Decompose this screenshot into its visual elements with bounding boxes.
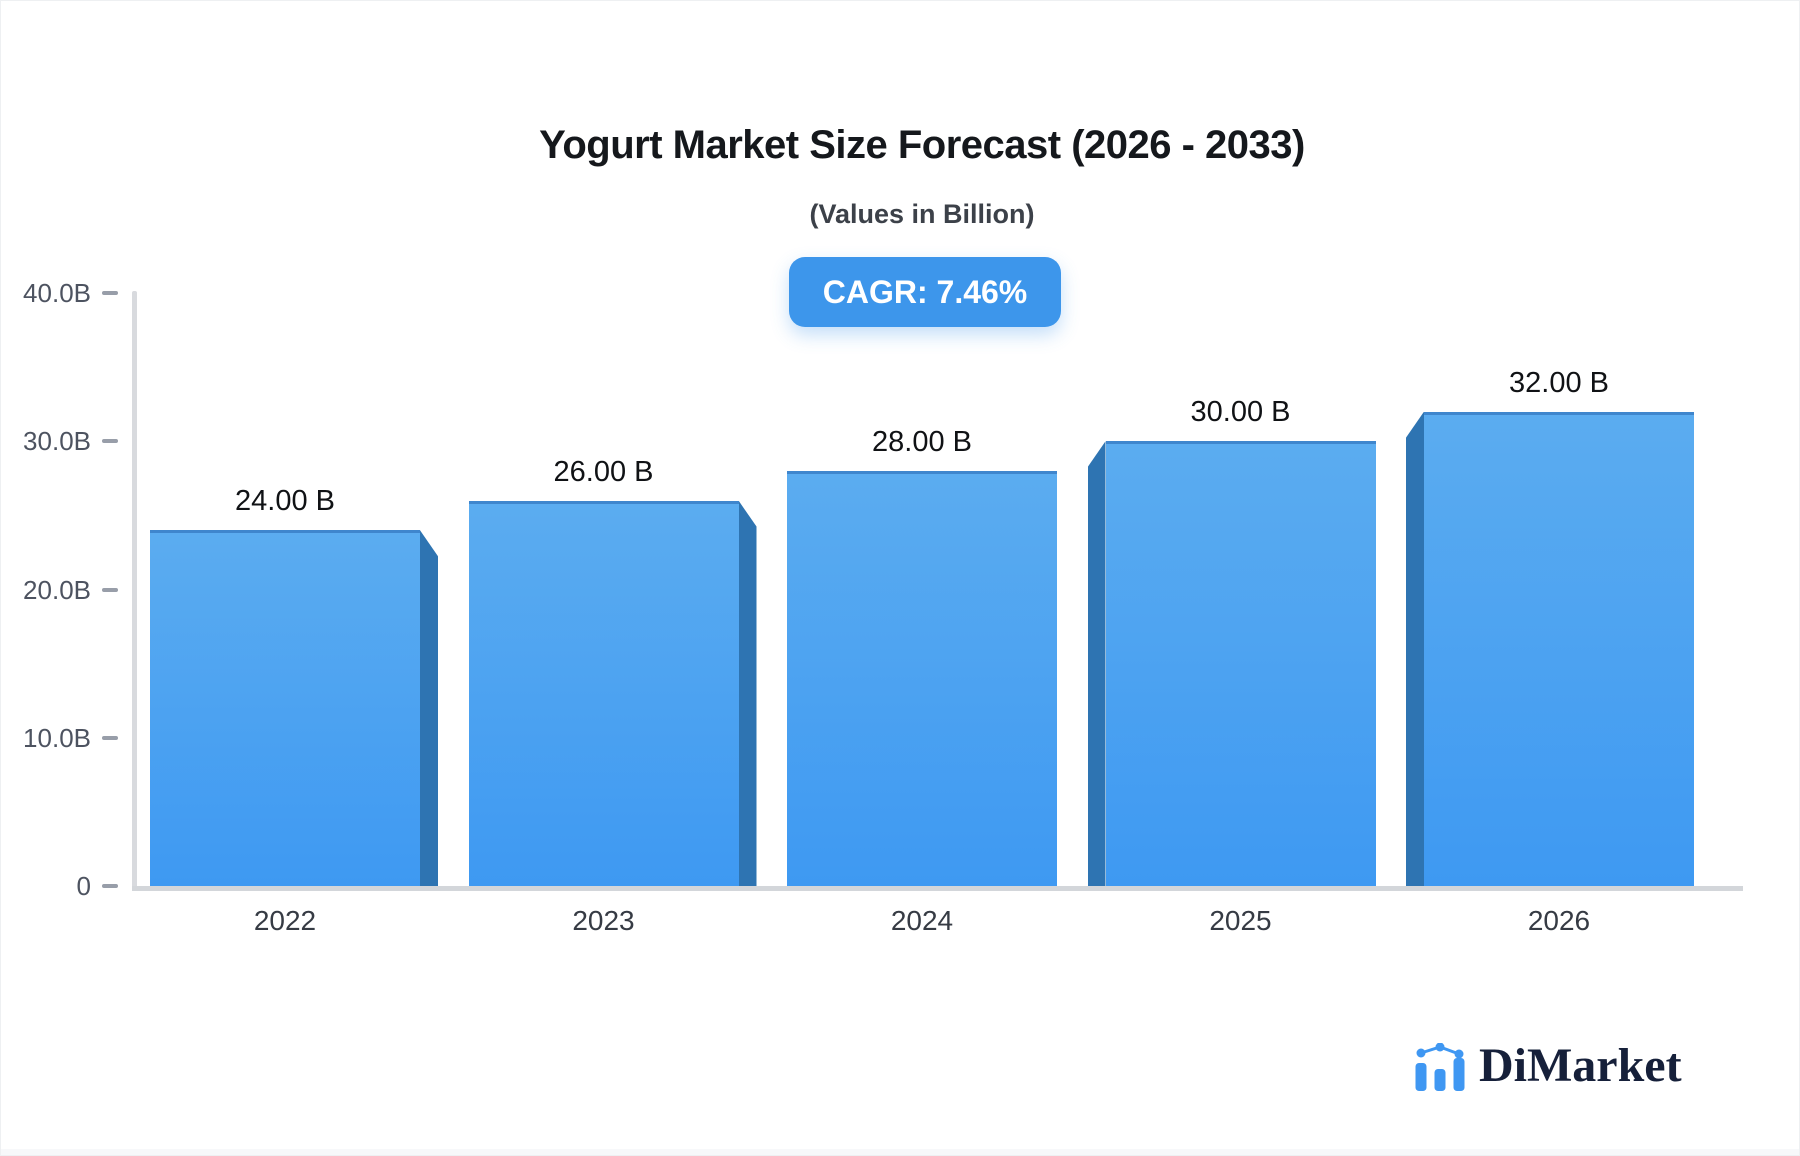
y-tick-mark (102, 439, 118, 444)
bar-2026 (1424, 411, 1694, 886)
y-axis-line (132, 291, 137, 891)
bar-side-face (1087, 441, 1106, 886)
bar-2023 (468, 500, 739, 886)
y-tick-label: 20.0B (23, 574, 91, 605)
x-tick-label: 2024 (890, 905, 954, 936)
bar-2022 (150, 530, 420, 886)
bar-value-label: 32.00 B (1509, 366, 1609, 399)
bar-side-face (1406, 411, 1424, 886)
x-tick-label: 2025 (1209, 905, 1272, 936)
bar-side-face (420, 530, 438, 886)
bar-side-face (738, 500, 757, 886)
bar-value-label: 24.00 B (235, 485, 335, 518)
y-tick-mark (102, 587, 118, 592)
chart-title: Yogurt Market Size Forecast (2026 - 2033… (539, 123, 1305, 167)
chart-subtitle: (Values in Billion) (809, 199, 1035, 229)
cagr-badge: CAGR: 7.46% (789, 257, 1061, 327)
x-tick-label: 2023 (572, 905, 635, 936)
y-tick-mark (102, 735, 118, 740)
x-axis-line (132, 886, 1743, 891)
y-tick-mark (102, 884, 118, 888)
y-tick-label: 0 (76, 871, 91, 901)
bottom-edge-strip (1, 1149, 1799, 1155)
y-tick-label: 10.0B (23, 722, 91, 753)
bar-2025 (1105, 441, 1376, 886)
y-tick-label: 30.0B (23, 426, 91, 457)
bar-chart-logo-icon (1415, 1043, 1465, 1091)
y-tick-mark (102, 291, 118, 295)
bar-value-label: 30.00 B (1190, 396, 1291, 429)
bar-value-label: 26.00 B (553, 455, 654, 488)
y-tick-label: 40.0B (23, 278, 91, 308)
brand-name: DiMarket (1479, 1039, 1682, 1092)
bar-value-label: 28.00 B (872, 425, 972, 458)
x-tick-label: 2022 (253, 905, 317, 936)
x-tick-label: 2026 (1527, 905, 1591, 936)
brand-logo: DiMarket (1413, 1041, 1682, 1091)
bar-2024 (787, 470, 1057, 886)
